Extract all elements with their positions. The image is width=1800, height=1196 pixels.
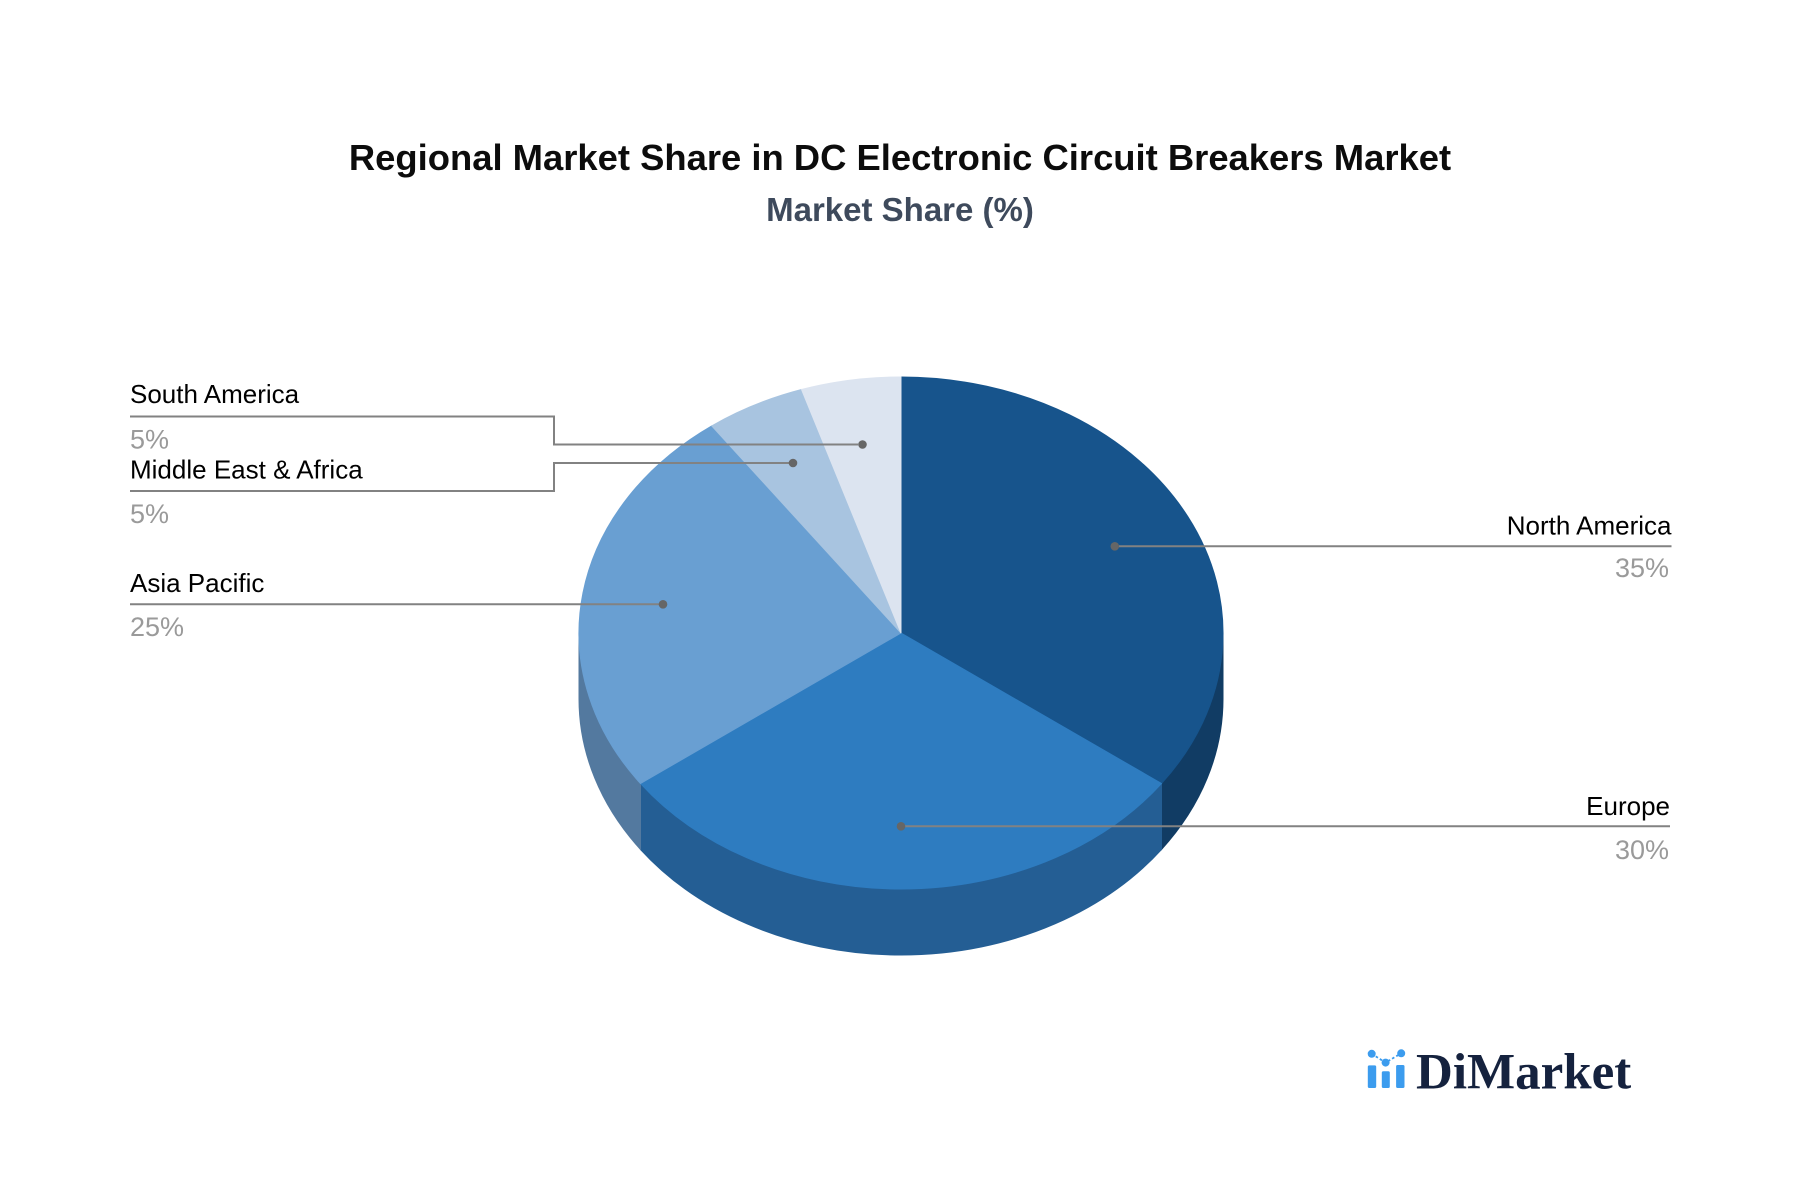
svg-text:DiMarket: DiMarket xyxy=(1416,1044,1631,1100)
svg-text:Middle East & Africa: Middle East & Africa xyxy=(130,455,363,485)
svg-text:South America: South America xyxy=(130,379,300,409)
svg-text:5%: 5% xyxy=(130,499,169,529)
svg-text:5%: 5% xyxy=(130,425,169,455)
svg-text:Asia Pacific: Asia Pacific xyxy=(130,568,264,598)
svg-text:Europe: Europe xyxy=(1586,791,1670,821)
svg-text:North America: North America xyxy=(1507,511,1672,541)
svg-text:Market Share (%): Market Share (%) xyxy=(766,191,1034,228)
svg-text:30%: 30% xyxy=(1615,835,1669,865)
svg-text:25%: 25% xyxy=(130,612,184,642)
svg-text:35%: 35% xyxy=(1615,553,1669,583)
svg-text:Regional Market Share in DC El: Regional Market Share in DC Electronic C… xyxy=(349,137,1451,178)
